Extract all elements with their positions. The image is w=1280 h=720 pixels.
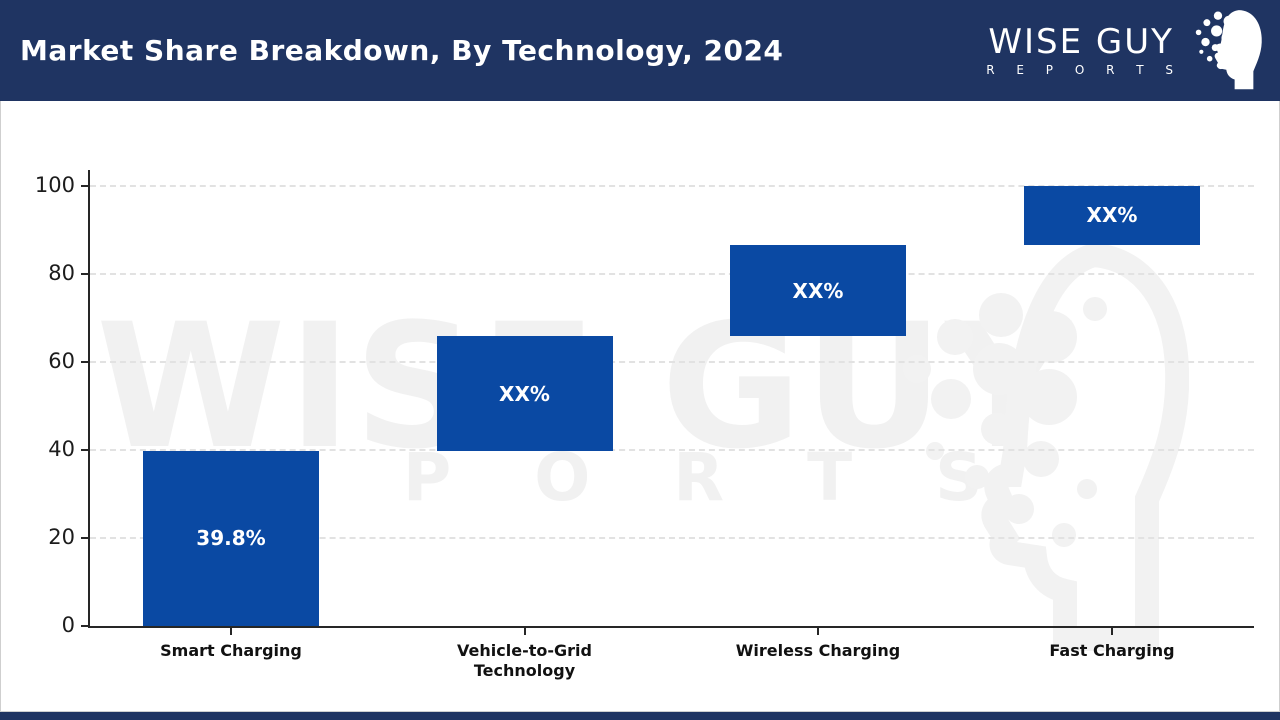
bar: XX% xyxy=(730,244,906,337)
bar: XX% xyxy=(436,336,613,451)
y-tick-mark xyxy=(81,625,88,627)
brand-logo: WISE GUY R E P O R T S xyxy=(980,6,1280,96)
y-tick-label: 0 xyxy=(61,613,75,637)
y-tick-mark xyxy=(81,537,88,539)
y-tick-mark xyxy=(81,273,88,275)
y-tick-label: 60 xyxy=(48,349,75,373)
y-tick-label: 20 xyxy=(48,525,75,549)
bar: 39.8% xyxy=(143,450,319,626)
chart-canvas: WISE GUY R E P O R T S 0 20 40 60 80 100 39.8%… xyxy=(0,101,1280,712)
footer-bar xyxy=(0,712,1280,720)
brand-text: WISE GUY R E P O R T S xyxy=(980,25,1182,76)
brand-name: WISE GUY xyxy=(988,22,1174,62)
grid-line xyxy=(90,361,1254,363)
x-tick-mark xyxy=(230,628,232,635)
x-tick-mark xyxy=(1111,628,1113,635)
x-tick-label: Fast Charging xyxy=(1049,641,1175,660)
bar: XX% xyxy=(1024,186,1200,245)
header-bar: Market Share Breakdown, By Technology, 2… xyxy=(0,0,1280,101)
y-tick-mark xyxy=(81,185,88,187)
y-axis-line xyxy=(88,170,90,628)
x-tick-label: Vehicle-to-Grid Technology xyxy=(457,641,592,680)
y-tick-label: 100 xyxy=(34,173,75,197)
brand-face-icon xyxy=(1188,6,1266,96)
x-tick-label: Wireless Charging xyxy=(735,641,901,660)
bar-value-label: XX% xyxy=(792,278,844,303)
y-tick-label: 80 xyxy=(48,261,75,285)
brand-subtitle: R E P O R T S xyxy=(986,63,1182,77)
grid-line xyxy=(90,185,1254,187)
bar-value-label: XX% xyxy=(499,381,550,406)
page-title: Market Share Breakdown, By Technology, 2… xyxy=(20,34,784,67)
y-tick-label: 40 xyxy=(48,437,75,461)
y-tick-mark xyxy=(81,449,88,451)
x-tick-mark xyxy=(817,628,819,635)
watermark-face-icon xyxy=(859,219,1190,693)
bar-value-label: 39.8% xyxy=(196,526,266,551)
grid-line xyxy=(90,537,1254,539)
grid-line xyxy=(90,449,1254,451)
x-tick-label: Smart Charging xyxy=(160,641,302,660)
x-axis-line xyxy=(88,626,1254,628)
grid-line xyxy=(90,273,1254,275)
bar-value-label: XX% xyxy=(1086,203,1138,228)
x-tick-mark xyxy=(523,628,526,635)
y-tick-mark xyxy=(81,361,88,363)
